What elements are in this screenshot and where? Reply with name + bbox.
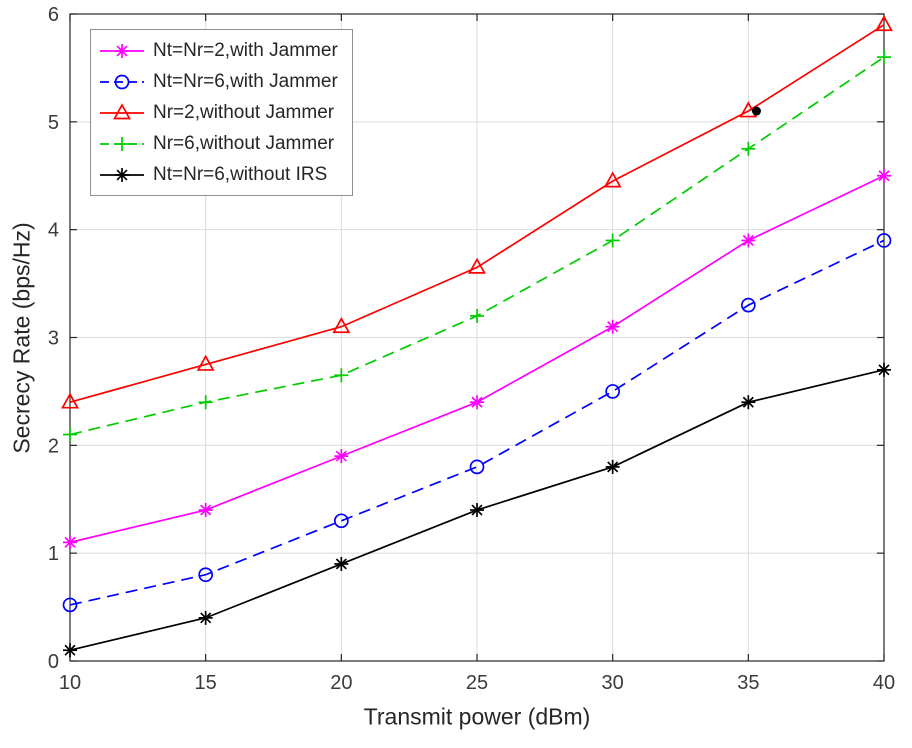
asterisk-marker: [470, 503, 484, 518]
asterisk-marker: [334, 556, 349, 571]
legend-sample-plus: [100, 136, 144, 151]
circle-marker: [469, 459, 485, 475]
legend-sample-circle: [100, 74, 144, 89]
asterisk-marker: [198, 503, 213, 518]
x-tick-label: 35: [737, 672, 759, 694]
legend-label: Nt=Nr=2,with Jammer: [153, 39, 338, 61]
circle-marker: [740, 297, 756, 313]
plus-marker: [470, 308, 484, 323]
asterisk-marker: [334, 449, 349, 464]
legend-item-0: Nt=Nr=2,with Jammer: [99, 35, 338, 66]
asterisk-marker: [877, 362, 891, 377]
asterisk-marker: [115, 43, 129, 58]
x-tick-label: 30: [602, 672, 624, 694]
legend-label: Nr=6,without Jammer: [153, 132, 335, 154]
triangle-marker: [739, 101, 758, 118]
asterisk-marker: [605, 459, 620, 474]
plus-marker: [115, 136, 129, 151]
legend-item-3: Nr=6,without Jammer: [99, 128, 338, 159]
y-tick-label: 4: [48, 220, 59, 242]
asterisk-marker: [741, 395, 756, 410]
triangle-marker: [468, 257, 486, 274]
asterisk-marker: [63, 643, 77, 658]
legend-sample-asterisk: [100, 43, 144, 58]
legend-item-2: Nr=2,without Jammer: [99, 97, 338, 128]
circle-marker: [876, 233, 892, 248]
series-line-1: [69, 239, 885, 606]
y-tick-label: 1: [48, 543, 59, 565]
plus-marker: [334, 368, 349, 383]
triangle-marker: [875, 15, 893, 32]
x-tick-label: 15: [195, 672, 217, 694]
x-tick-label: 10: [59, 672, 81, 694]
x-tick-label: 20: [330, 672, 352, 694]
asterisk-marker: [877, 168, 891, 183]
y-axis-label: Secrecy Rate (bps/Hz): [8, 222, 35, 454]
triangle-marker: [603, 171, 622, 188]
plus-marker: [63, 427, 77, 442]
legend: Nt=Nr=2,with Jammer Nt=Nr=6,with Jammer Nr…: [90, 29, 353, 196]
legend-sample-asterisk: [100, 167, 144, 182]
filled-dot-marker: [751, 106, 761, 116]
legend-label: Nt=Nr=6,without IRS: [153, 163, 328, 185]
circle-marker: [114, 74, 130, 89]
y-tick-label: 6: [48, 4, 59, 26]
plus-marker: [198, 395, 213, 410]
y-tick-label: 5: [48, 112, 59, 134]
y-tick-label: 2: [48, 435, 59, 457]
triangle-marker: [332, 316, 351, 334]
x-axis-label: Transmit power (dBm): [363, 703, 591, 730]
legend-item-1: Nt=Nr=6,with Jammer: [99, 66, 338, 97]
triangle-marker: [113, 102, 131, 119]
series-line-2: [69, 24, 885, 404]
circle-marker: [605, 384, 621, 399]
plus-marker: [877, 50, 891, 65]
asterisk-marker: [115, 167, 129, 182]
y-tick-label: 3: [48, 328, 59, 350]
circle-marker: [62, 597, 78, 613]
asterisk-marker: [741, 233, 756, 248]
plus-marker: [605, 233, 620, 248]
asterisk-marker: [63, 535, 77, 550]
y-tick-label: 0: [48, 651, 59, 673]
triangle-marker: [61, 392, 79, 409]
asterisk-marker: [605, 319, 620, 334]
asterisk-marker: [470, 395, 484, 410]
circle-marker: [333, 513, 349, 529]
x-tick-label: 25: [466, 672, 488, 694]
asterisk-marker: [198, 610, 213, 625]
legend-item-4: Nt=Nr=6,without IRS: [99, 159, 338, 190]
legend-label: Nt=Nr=6,with Jammer: [153, 70, 338, 92]
legend-label: Nr=2,without Jammer: [153, 101, 335, 123]
plus-marker: [741, 141, 756, 156]
circle-marker: [198, 567, 214, 583]
x-tick-label: 40: [873, 672, 895, 694]
legend-sample-triangle: [100, 102, 144, 119]
triangle-marker: [196, 354, 215, 371]
